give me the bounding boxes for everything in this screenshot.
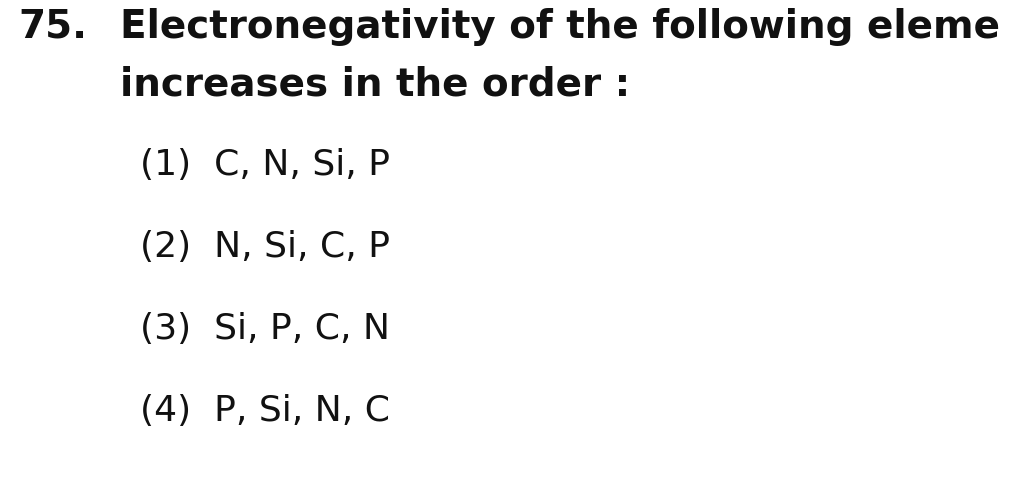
Text: (4)  P, Si, N, C: (4) P, Si, N, C <box>140 393 390 427</box>
Text: (1)  C, N, Si, P: (1) C, N, Si, P <box>140 148 390 182</box>
Text: 75.: 75. <box>18 8 87 46</box>
Text: (3)  Si, P, C, N: (3) Si, P, C, N <box>140 311 390 345</box>
Text: Electronegativity of the following eleme: Electronegativity of the following eleme <box>120 8 1000 46</box>
Text: increases in the order :: increases in the order : <box>120 65 630 103</box>
Text: (2)  N, Si, C, P: (2) N, Si, C, P <box>140 229 390 263</box>
